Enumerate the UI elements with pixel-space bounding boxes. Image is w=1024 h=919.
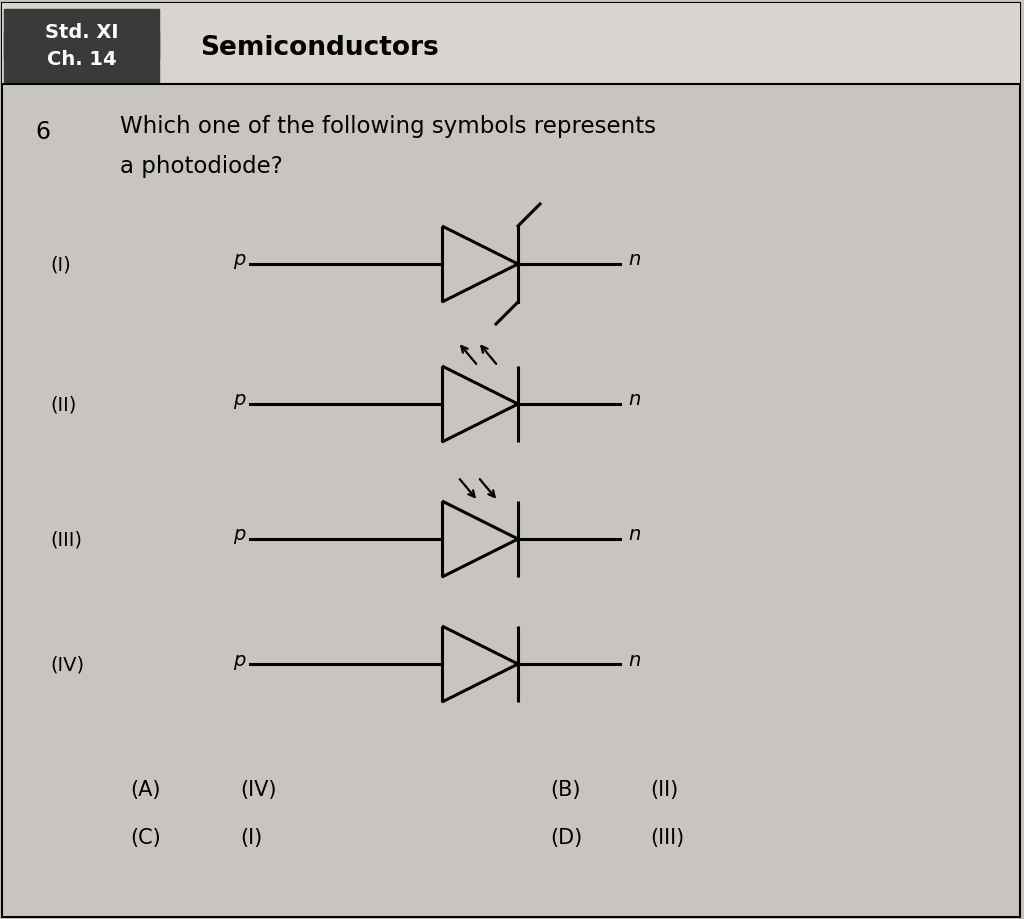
Text: Std. XI: Std. XI <box>45 24 119 42</box>
Text: Ch. 14: Ch. 14 <box>47 51 117 70</box>
Text: (I): (I) <box>50 255 71 274</box>
Text: n: n <box>628 650 640 669</box>
Text: 6: 6 <box>35 119 50 144</box>
Text: n: n <box>628 250 640 269</box>
Text: n: n <box>628 525 640 544</box>
Text: (II): (II) <box>650 779 678 800</box>
Text: (IV): (IV) <box>50 654 84 674</box>
Text: Which one of the following symbols represents: Which one of the following symbols repre… <box>120 115 656 138</box>
FancyBboxPatch shape <box>2 4 1020 85</box>
Text: (A): (A) <box>130 779 161 800</box>
FancyBboxPatch shape <box>4 10 159 60</box>
FancyBboxPatch shape <box>4 33 159 83</box>
Text: Semiconductors: Semiconductors <box>200 35 438 61</box>
Text: n: n <box>628 390 640 409</box>
Text: (B): (B) <box>550 779 581 800</box>
Text: (D): (D) <box>550 827 583 847</box>
Text: (II): (II) <box>50 395 77 414</box>
Text: (III): (III) <box>650 827 684 847</box>
Text: (I): (I) <box>240 827 262 847</box>
Text: p: p <box>232 525 245 544</box>
Text: (IV): (IV) <box>240 779 276 800</box>
Text: p: p <box>232 250 245 269</box>
Text: (C): (C) <box>130 827 161 847</box>
Text: a photodiode?: a photodiode? <box>120 154 283 177</box>
Text: p: p <box>232 390 245 409</box>
Text: p: p <box>232 650 245 669</box>
Text: (III): (III) <box>50 530 82 549</box>
